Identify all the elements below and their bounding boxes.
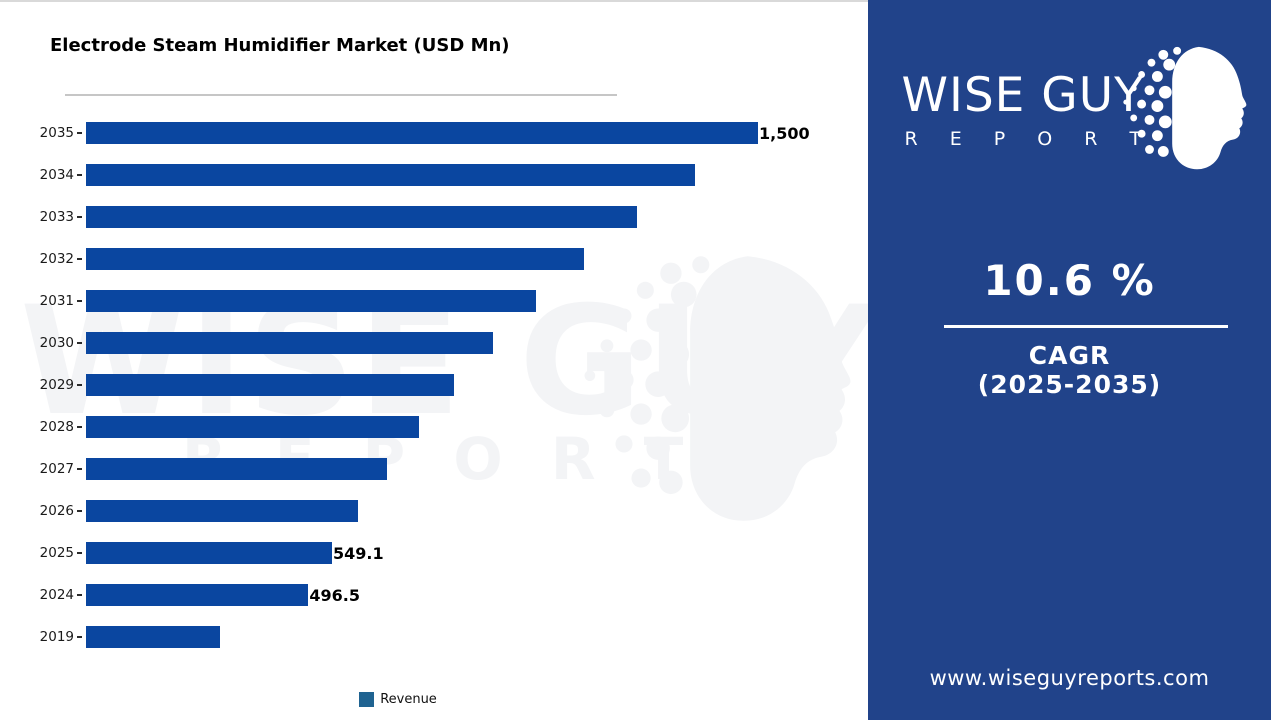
bar-row: 2026: [0, 490, 868, 532]
logo-wordmark: WISE GUY: [901, 68, 1144, 123]
legend-label: Revenue: [380, 692, 437, 707]
logo-face-dots-icon: [1122, 46, 1246, 170]
y-axis-tick-mark: [77, 636, 82, 638]
legend-swatch: [359, 692, 375, 707]
revenue-bar: [86, 542, 332, 564]
cagr-value: 10.6 %: [983, 256, 1156, 305]
y-axis-tick-label: 2027: [39, 461, 74, 477]
y-axis-tick-mark: [77, 342, 82, 344]
y-axis-tick-mark: [77, 384, 82, 386]
y-axis-tick-label: 2034: [39, 167, 74, 183]
bar-row: 2030: [0, 322, 868, 364]
y-axis-tick-mark: [77, 510, 82, 512]
cagr-range: (2025-2035): [977, 370, 1162, 399]
y-axis-tick-mark: [77, 594, 82, 596]
bar-row: 2027: [0, 448, 868, 490]
revenue-bar: [86, 248, 584, 270]
y-axis-tick-mark: [77, 300, 82, 302]
y-axis-tick-label: 2035: [39, 125, 74, 141]
y-axis-tick-label: 2029: [39, 377, 74, 393]
bar-row: 2032: [0, 238, 868, 280]
bar-row: 2033: [0, 196, 868, 238]
revenue-bar: [86, 164, 696, 186]
y-axis-tick-mark: [77, 132, 82, 134]
revenue-bar: [86, 206, 637, 228]
bar-row: 2028: [0, 406, 868, 448]
revenue-bar: [86, 584, 309, 606]
bar-row: 2019: [0, 616, 868, 658]
chart-panel: WISE GUY R E P O R T S Electrode Steam H…: [0, 0, 868, 707]
cagr-divider: [944, 325, 1228, 328]
y-axis-tick-label: 2030: [39, 335, 74, 351]
y-axis-tick-label: 2032: [39, 251, 74, 267]
revenue-bar: [86, 290, 537, 312]
brand-panel: WISE GUY R E P O R T S 10.6 %: [868, 0, 1271, 720]
revenue-bar: [86, 416, 419, 438]
title-divider: [65, 94, 617, 96]
bar-value-label: 496.5: [309, 585, 360, 605]
y-axis-tick-mark: [77, 468, 82, 470]
revenue-bar: [86, 500, 359, 522]
y-axis-tick-label: 2033: [39, 209, 74, 225]
y-axis-tick-label: 2026: [39, 503, 74, 519]
y-axis-tick-label: 2025: [39, 545, 74, 561]
y-axis-tick-mark: [77, 174, 82, 176]
logo-subtitle: R E P O R T S: [904, 128, 1199, 150]
revenue-bar: [86, 374, 455, 396]
y-axis-tick-mark: [77, 258, 82, 260]
y-axis-tick-label: 2024: [39, 587, 74, 603]
bar-row: 2029: [0, 364, 868, 406]
revenue-bar: [86, 626, 221, 648]
bar-row: 2035 1,500: [0, 112, 868, 154]
y-axis-tick-mark: [77, 216, 82, 218]
bar-value-label: 1,500: [759, 123, 810, 143]
revenue-bar: [86, 458, 387, 480]
wiseguy-logo: WISE GUY R E P O R T S: [868, 46, 1271, 182]
bar-row: 2034: [0, 154, 868, 196]
cagr-label: CAGR: [1028, 341, 1111, 370]
revenue-bar: [86, 332, 494, 354]
bar-row: 2024 496.5: [0, 574, 868, 616]
bar-row: 2025 549.1: [0, 532, 868, 574]
y-axis-tick-mark: [77, 426, 82, 428]
y-axis-tick-label: 2028: [39, 419, 74, 435]
y-axis-tick-label: 2019: [39, 629, 74, 645]
y-axis-tick-mark: [77, 552, 82, 554]
bar-value-label: 549.1: [333, 543, 384, 563]
y-axis-tick-label: 2031: [39, 293, 74, 309]
legend: Revenue: [0, 692, 796, 707]
chart-title: Electrode Steam Humidifier Market (USD M…: [50, 35, 510, 56]
website-url: www.wiseguyreports.com: [929, 666, 1210, 690]
revenue-bar: [86, 122, 758, 144]
bar-chart: 2035 1,500 2034 2033 2032 2031 2030 2029 2028 202…: [0, 112, 868, 658]
bar-row: 2031: [0, 280, 868, 322]
